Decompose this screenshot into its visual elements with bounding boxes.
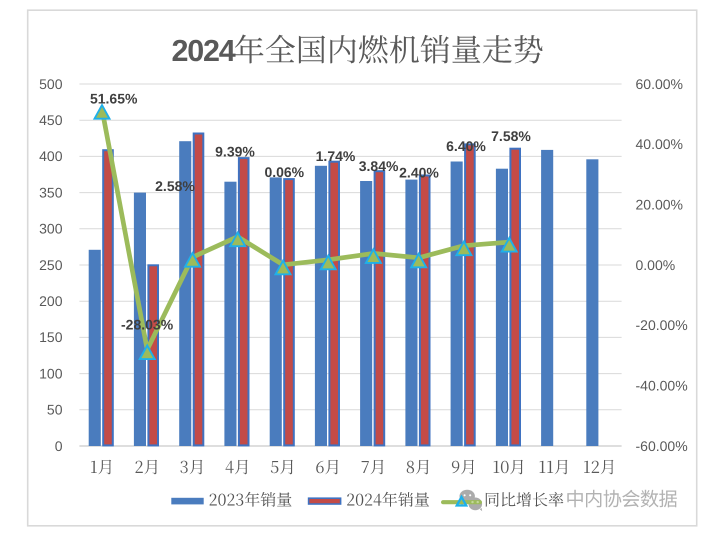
svg-text:0.00%: 0.00% <box>636 257 676 273</box>
svg-text:2.58%: 2.58% <box>155 178 195 194</box>
svg-text:-60.00%: -60.00% <box>636 438 688 454</box>
svg-text:0: 0 <box>55 438 63 454</box>
svg-text:300: 300 <box>39 221 63 237</box>
svg-text:50: 50 <box>47 402 63 418</box>
svg-text:9.39%: 9.39% <box>215 144 255 160</box>
svg-text:450: 450 <box>39 112 63 128</box>
svg-text:400: 400 <box>39 148 63 164</box>
svg-text:51.65%: 51.65% <box>90 90 138 106</box>
svg-text:20.00%: 20.00% <box>636 197 683 213</box>
svg-text:350: 350 <box>39 184 63 200</box>
svg-text:6.40%: 6.40% <box>446 138 486 154</box>
svg-text:200: 200 <box>39 293 63 309</box>
svg-text:-40.00%: -40.00% <box>636 378 688 394</box>
svg-text:250: 250 <box>39 257 63 273</box>
svg-text:7.58%: 7.58% <box>491 128 531 144</box>
svg-text:40.00%: 40.00% <box>636 136 683 152</box>
svg-text:500: 500 <box>39 76 63 92</box>
svg-text:2024: 2024 <box>172 34 236 68</box>
svg-text:100: 100 <box>39 365 63 381</box>
svg-text:-20.00%: -20.00% <box>636 317 688 333</box>
svg-text:0.06%: 0.06% <box>264 164 304 180</box>
svg-text:150: 150 <box>39 329 63 345</box>
svg-text:1.74%: 1.74% <box>316 148 356 164</box>
svg-text:3.84%: 3.84% <box>359 158 399 174</box>
svg-text:-28.03%: -28.03% <box>121 316 174 332</box>
svg-text:60.00%: 60.00% <box>636 76 683 92</box>
svg-text:2.40%: 2.40% <box>399 164 439 180</box>
